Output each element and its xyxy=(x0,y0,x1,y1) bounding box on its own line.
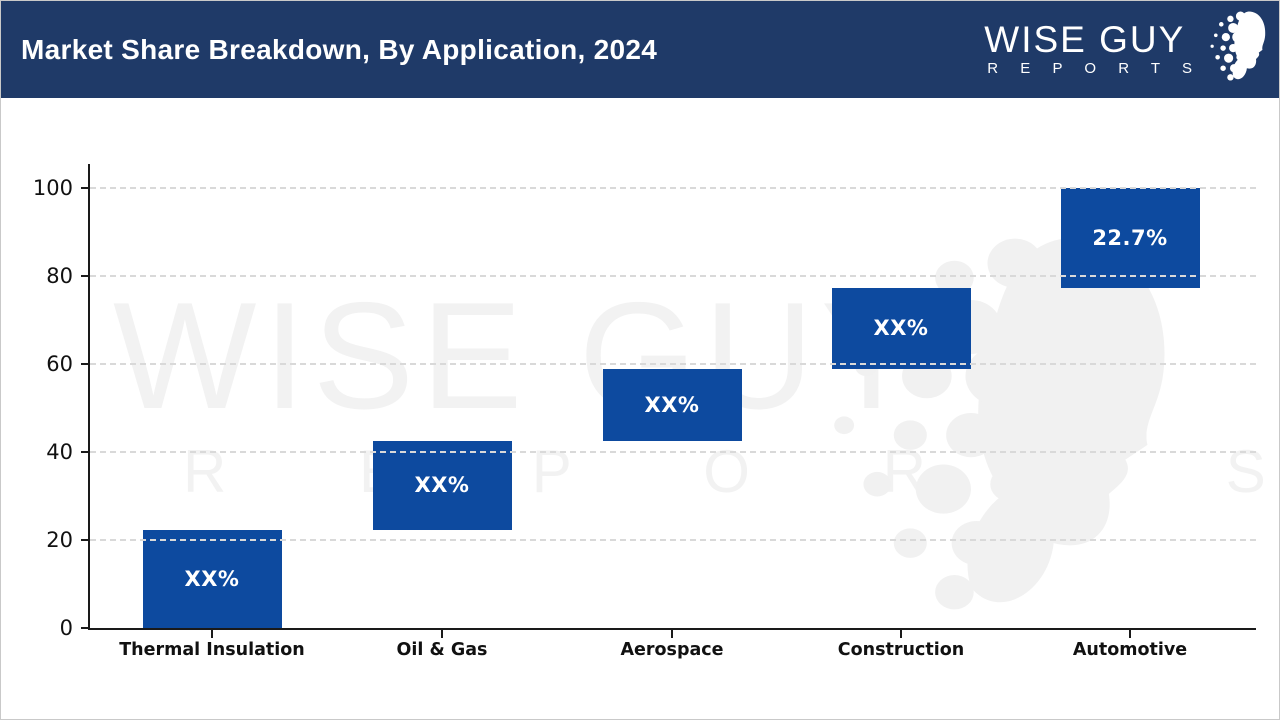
y-tick-label: 100 xyxy=(32,176,73,200)
bar-label: XX% xyxy=(644,392,700,417)
logo-text-block: WISE GUY R E P O R T S xyxy=(984,18,1201,78)
gridline xyxy=(90,539,1256,541)
bar-label: XX% xyxy=(184,566,240,591)
y-tick-mark xyxy=(81,187,89,189)
logo-name-text: WISE GUY xyxy=(984,18,1186,60)
category-label: Oil & Gas xyxy=(396,640,488,660)
category-label: Thermal Insulation xyxy=(119,640,305,660)
x-tick-mark xyxy=(671,630,673,638)
x-tick-mark xyxy=(1129,630,1131,638)
x-axis-line xyxy=(88,628,1256,630)
category-label: Aerospace xyxy=(620,640,724,660)
gridline xyxy=(90,187,1256,189)
bar: 22.7% xyxy=(1060,188,1200,288)
y-tick-label: 80 xyxy=(46,264,73,288)
watermark-wise-guy-text: WISE GUY xyxy=(113,271,930,441)
bar-label: 22.7% xyxy=(1092,225,1168,250)
gridline xyxy=(90,451,1256,453)
y-tick-mark xyxy=(81,451,89,453)
header-bar: Market Share Breakdown, By Application, … xyxy=(1,1,1279,98)
x-tick-mark xyxy=(441,630,443,638)
y-tick-mark xyxy=(81,275,89,277)
logo-reports-text: R E P O R T S xyxy=(987,60,1201,78)
y-tick-mark xyxy=(81,627,89,629)
y-axis-line xyxy=(88,164,90,630)
wise-guy-logo: WISE GUY R E P O R T S xyxy=(984,7,1267,91)
bar: XX% xyxy=(831,287,971,369)
y-tick-label: 20 xyxy=(46,528,73,552)
x-tick-mark xyxy=(900,630,902,638)
bar: XX% xyxy=(142,529,282,628)
gridline xyxy=(90,363,1256,365)
bar-label: XX% xyxy=(873,316,929,341)
y-tick-mark xyxy=(81,363,89,365)
chart-title: Market Share Breakdown, By Application, … xyxy=(21,33,658,65)
y-tick-mark xyxy=(81,539,89,541)
y-tick-label: 0 xyxy=(59,616,73,640)
gridline xyxy=(90,275,1256,277)
bar-label: XX% xyxy=(414,473,470,498)
category-label: Construction xyxy=(837,640,965,660)
y-tick-label: 60 xyxy=(46,352,73,376)
bar: XX% xyxy=(372,441,512,530)
bar: XX% xyxy=(602,368,742,441)
x-tick-mark xyxy=(211,630,213,638)
y-tick-label: 40 xyxy=(46,440,73,464)
category-label: Automotive xyxy=(1072,640,1188,660)
logo-head-icon xyxy=(1210,11,1266,81)
